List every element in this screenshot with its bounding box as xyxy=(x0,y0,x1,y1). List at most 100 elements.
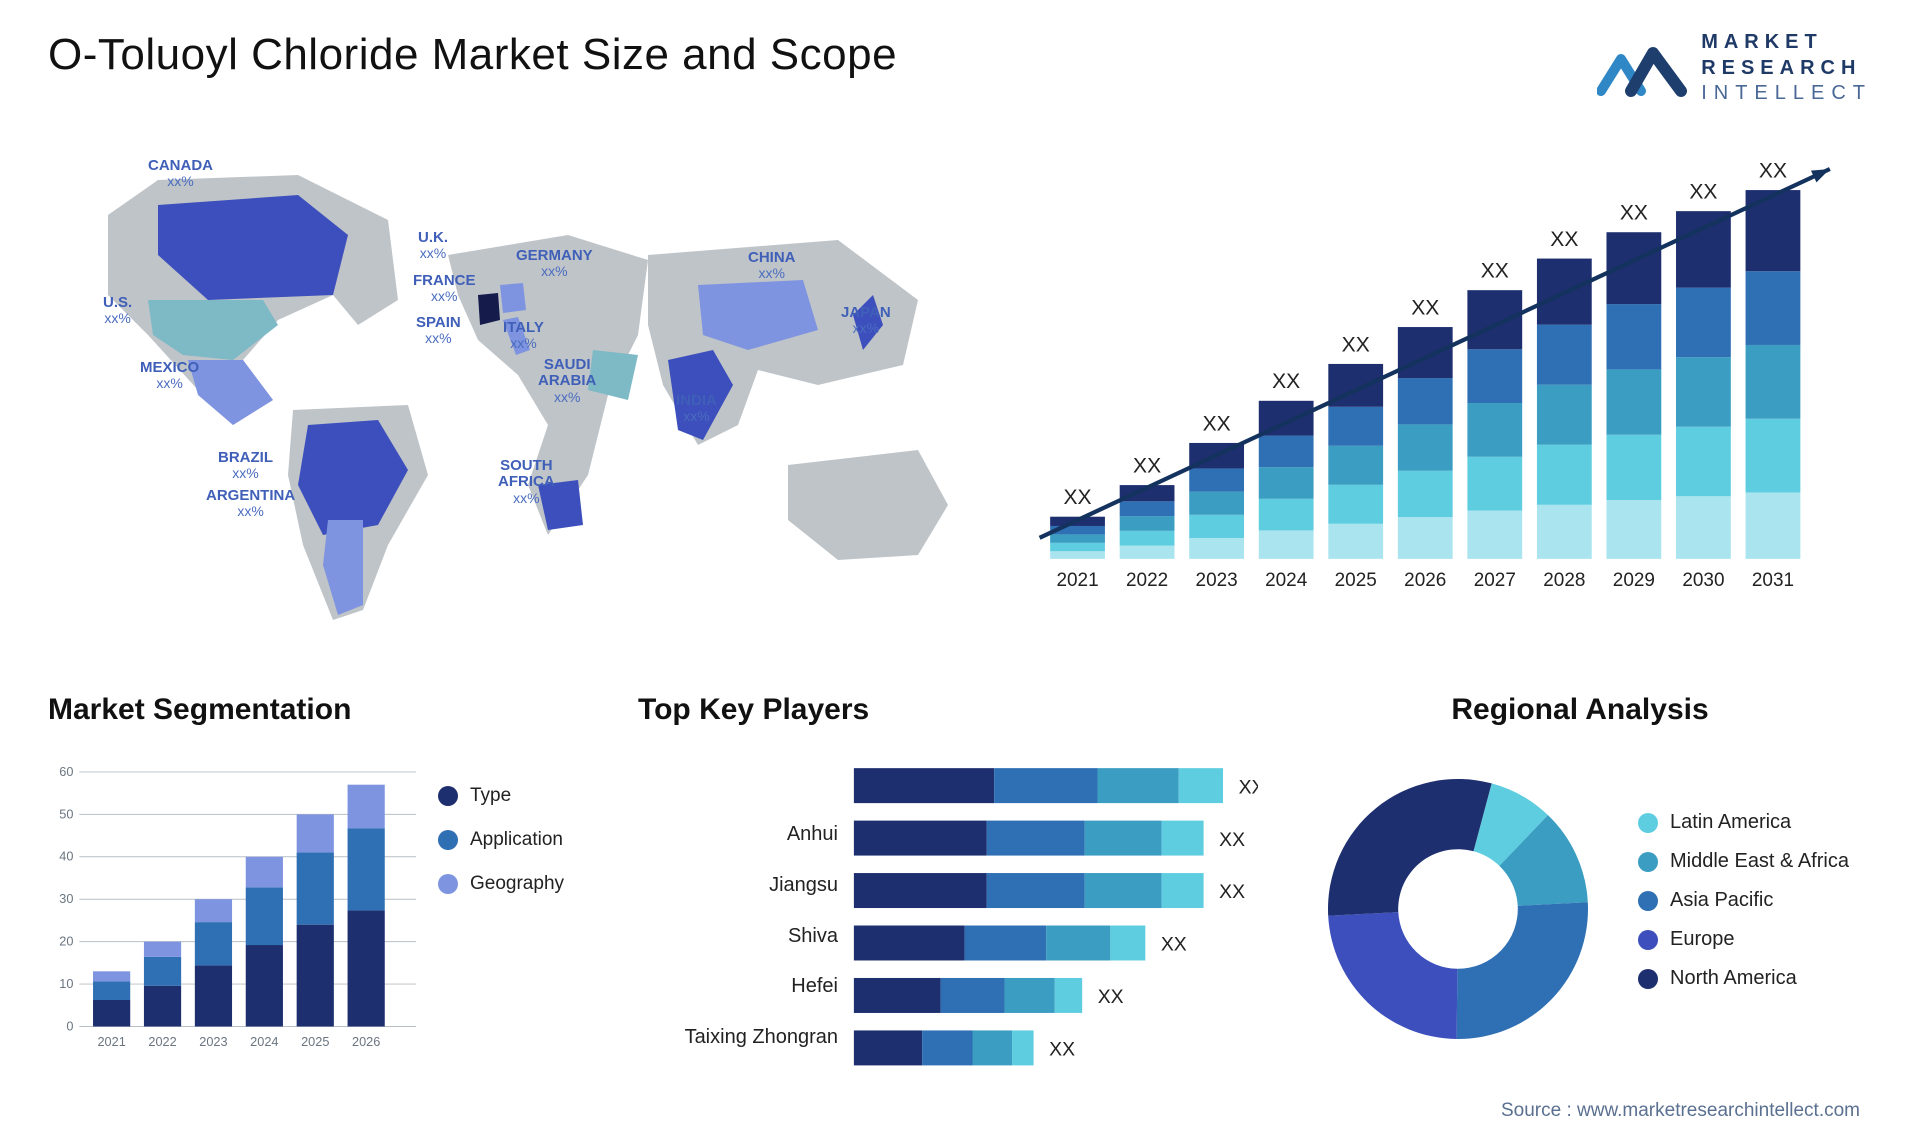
seg-bar-seg xyxy=(144,986,181,1027)
seg-bar-seg xyxy=(144,941,181,956)
seg-bar-seg xyxy=(348,784,385,828)
donut-slice xyxy=(1328,912,1457,1039)
growth-chart: XXXXXXXXXXXXXXXXXXXXXX 20212022202320242… xyxy=(1008,125,1872,645)
legend-swatch-icon xyxy=(1638,969,1658,989)
seg-bar-seg xyxy=(348,828,385,910)
growth-year-label: 2022 xyxy=(1126,570,1168,591)
region-legend-item: Middle East & Africa xyxy=(1638,850,1872,873)
growth-bar-seg xyxy=(1676,211,1731,287)
growth-value-label: XX xyxy=(1481,259,1509,282)
legend-label: North America xyxy=(1670,967,1797,990)
seg-bar-seg xyxy=(246,945,283,1026)
seg-bar-seg xyxy=(297,924,334,1026)
player-bar-seg xyxy=(922,1030,972,1065)
player-bar-seg xyxy=(854,820,987,855)
growth-bar-seg xyxy=(1050,551,1105,559)
player-bar-seg xyxy=(854,925,965,960)
growth-bar-seg xyxy=(1328,485,1383,524)
regional-title: Regional Analysis xyxy=(1451,693,1708,727)
map-label-uk: U.K.xx% xyxy=(418,230,448,262)
growth-bar-seg xyxy=(1746,271,1801,345)
bottom-row: Market Segmentation 0102030405060 202120… xyxy=(48,693,1872,1073)
regional-legend: Latin AmericaMiddle East & AfricaAsia Pa… xyxy=(1638,811,1872,1006)
growth-bar-seg xyxy=(1467,349,1522,403)
map-label-argentina: ARGENTINAxx% xyxy=(206,488,295,520)
seg-bar-seg xyxy=(93,981,130,1000)
growth-bar-seg xyxy=(1398,378,1453,424)
region-legend-item: Europe xyxy=(1638,928,1872,951)
header: O-Toluoyl Chloride Market Size and Scope… xyxy=(48,30,1872,107)
growth-bar-seg xyxy=(1120,501,1175,516)
growth-value-label: XX xyxy=(1620,201,1648,224)
brand-logo: MARKET RESEARCH INTELLECT xyxy=(1597,30,1872,107)
player-bar-seg xyxy=(1046,925,1110,960)
segmentation-title: Market Segmentation xyxy=(48,693,608,727)
seg-x-tick: 2026 xyxy=(352,1034,380,1049)
growth-arrowhead-icon xyxy=(1811,169,1830,182)
growth-bar-seg xyxy=(1259,530,1314,558)
region-legend-item: Latin America xyxy=(1638,811,1872,834)
map-label-safrica: SOUTHAFRICAxx% xyxy=(498,458,555,506)
players-chart: XXXXXXXXXXXX xyxy=(850,745,1258,1073)
seg-y-tick: 40 xyxy=(59,848,73,863)
map-label-us: U.S.xx% xyxy=(103,295,132,327)
growth-bar-seg xyxy=(1467,403,1522,457)
player-bar-seg xyxy=(854,1030,922,1065)
player-value-label: XX xyxy=(1219,881,1245,903)
seg-bar-seg xyxy=(297,814,334,852)
growth-year-label: 2027 xyxy=(1474,570,1516,591)
legend-label: Application xyxy=(470,829,563,851)
growth-year-label: 2026 xyxy=(1404,570,1446,591)
player-bar-seg xyxy=(1162,873,1204,908)
player-bar-seg xyxy=(987,820,1085,855)
top-row: CANADAxx%U.S.xx%MEXICOxx%BRAZILxx%ARGENT… xyxy=(48,125,1872,645)
growth-bar-seg xyxy=(1676,287,1731,357)
player-bar-seg xyxy=(1085,820,1162,855)
seg-y-tick: 50 xyxy=(59,806,73,821)
map-country-germany xyxy=(500,283,526,313)
growth-bar-seg xyxy=(1328,524,1383,559)
growth-value-label: XX xyxy=(1550,228,1578,251)
seg-bar-seg xyxy=(348,910,385,1026)
segmentation-legend: TypeApplicationGeography xyxy=(438,745,608,1073)
seg-bar-seg xyxy=(195,922,232,965)
growth-value-label: XX xyxy=(1689,180,1717,203)
players-labels: AnhuiJiangsuShivaHefeiTaixing Zhongran xyxy=(638,745,838,1073)
seg-legend-item: Geography xyxy=(438,873,608,895)
growth-year-label: 2030 xyxy=(1682,570,1724,591)
growth-bar-seg xyxy=(1120,531,1175,546)
player-bar-seg xyxy=(854,873,987,908)
logo-line-2: RESEARCH xyxy=(1701,56,1872,82)
growth-bar-seg xyxy=(1746,492,1801,558)
players-panel: Top Key Players AnhuiJiangsuShivaHefeiTa… xyxy=(638,693,1258,1073)
legend-label: Middle East & Africa xyxy=(1670,850,1849,873)
donut-slice xyxy=(1457,902,1588,1039)
growth-bar-seg xyxy=(1537,505,1592,559)
legend-swatch-icon xyxy=(438,874,458,894)
growth-bar-seg xyxy=(1606,500,1661,559)
map-landmass xyxy=(788,450,948,560)
map-label-saudi: SAUDIARABIAxx% xyxy=(538,357,596,405)
regional-panel: Regional Analysis Latin America Middle Ea… xyxy=(1288,693,1872,1073)
growth-bar-seg xyxy=(1398,327,1453,378)
growth-bar-seg xyxy=(1328,446,1383,485)
map-country-france xyxy=(478,293,500,325)
growth-year-label: 2029 xyxy=(1613,570,1655,591)
player-bar-seg xyxy=(854,978,941,1013)
growth-bar-seg xyxy=(1537,324,1592,384)
seg-x-tick: 2021 xyxy=(97,1034,125,1049)
segmentation-panel: Market Segmentation 0102030405060 202120… xyxy=(48,693,608,1073)
legend-swatch-icon xyxy=(1638,930,1658,950)
seg-bar-seg xyxy=(93,1000,130,1026)
donut-slice xyxy=(1328,779,1492,916)
growth-bar-seg xyxy=(1676,357,1731,427)
seg-bar-seg xyxy=(195,899,232,922)
logo-text: MARKET RESEARCH INTELLECT xyxy=(1701,30,1872,107)
growth-bar-seg xyxy=(1189,468,1244,491)
legend-swatch-icon xyxy=(1638,891,1658,911)
player-bar-seg xyxy=(1085,873,1162,908)
player-value-label: XX xyxy=(1098,986,1124,1008)
legend-swatch-icon xyxy=(1638,852,1658,872)
growth-value-label: XX xyxy=(1342,333,1370,356)
seg-bar-seg xyxy=(297,852,334,924)
